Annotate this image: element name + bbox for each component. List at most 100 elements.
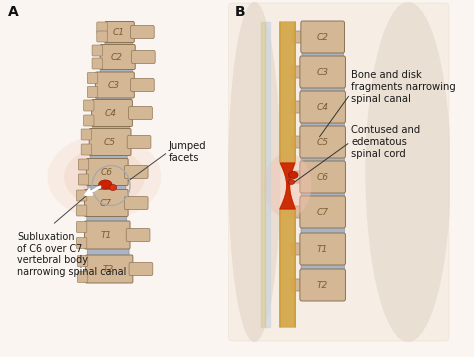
FancyBboxPatch shape: [301, 224, 344, 237]
FancyBboxPatch shape: [130, 25, 154, 39]
FancyBboxPatch shape: [292, 101, 303, 113]
FancyBboxPatch shape: [90, 152, 127, 162]
FancyBboxPatch shape: [301, 21, 345, 53]
Text: Bone and disk
fragments narrowing
spinal canal: Bone and disk fragments narrowing spinal…: [351, 70, 456, 104]
FancyBboxPatch shape: [84, 221, 130, 249]
FancyBboxPatch shape: [105, 21, 134, 42]
FancyBboxPatch shape: [301, 119, 344, 130]
Polygon shape: [265, 22, 271, 327]
Text: C1: C1: [113, 27, 125, 36]
FancyBboxPatch shape: [301, 84, 344, 95]
FancyBboxPatch shape: [302, 49, 343, 60]
FancyBboxPatch shape: [81, 144, 91, 155]
Text: C2: C2: [111, 52, 123, 61]
Ellipse shape: [47, 135, 161, 219]
FancyBboxPatch shape: [100, 66, 132, 76]
FancyBboxPatch shape: [76, 205, 87, 216]
Text: Contused and
edematous
spinal cord: Contused and edematous spinal cord: [351, 125, 420, 159]
Text: T2: T2: [317, 281, 328, 290]
FancyBboxPatch shape: [126, 228, 150, 241]
FancyBboxPatch shape: [87, 246, 129, 258]
FancyBboxPatch shape: [105, 40, 132, 49]
FancyBboxPatch shape: [77, 256, 88, 266]
Polygon shape: [280, 163, 295, 209]
FancyBboxPatch shape: [292, 206, 303, 218]
FancyBboxPatch shape: [124, 166, 148, 178]
FancyBboxPatch shape: [89, 129, 131, 156]
Text: B: B: [235, 5, 245, 19]
FancyBboxPatch shape: [84, 190, 128, 216]
FancyBboxPatch shape: [87, 86, 98, 97]
Ellipse shape: [78, 158, 130, 196]
FancyBboxPatch shape: [95, 72, 134, 98]
Text: C2: C2: [317, 32, 328, 41]
Text: C7: C7: [317, 207, 328, 216]
Text: C3: C3: [317, 67, 328, 76]
FancyBboxPatch shape: [91, 100, 132, 126]
Ellipse shape: [109, 185, 117, 191]
FancyBboxPatch shape: [292, 243, 303, 255]
FancyBboxPatch shape: [76, 221, 87, 232]
FancyBboxPatch shape: [97, 31, 107, 42]
Text: C6: C6: [100, 167, 112, 176]
FancyBboxPatch shape: [76, 237, 87, 248]
FancyBboxPatch shape: [131, 50, 155, 64]
FancyBboxPatch shape: [300, 56, 346, 88]
FancyBboxPatch shape: [292, 66, 303, 78]
FancyBboxPatch shape: [78, 174, 89, 185]
Ellipse shape: [228, 2, 281, 342]
FancyBboxPatch shape: [76, 190, 87, 201]
FancyBboxPatch shape: [93, 123, 129, 132]
FancyBboxPatch shape: [300, 161, 346, 193]
FancyBboxPatch shape: [129, 262, 153, 276]
Text: A: A: [8, 5, 18, 19]
FancyBboxPatch shape: [85, 255, 133, 283]
FancyBboxPatch shape: [127, 136, 151, 149]
FancyBboxPatch shape: [77, 272, 88, 282]
Ellipse shape: [288, 180, 295, 185]
FancyBboxPatch shape: [83, 100, 94, 111]
Polygon shape: [261, 22, 265, 327]
Text: Jumped
facets: Jumped facets: [169, 141, 207, 163]
FancyBboxPatch shape: [300, 91, 346, 123]
FancyBboxPatch shape: [83, 115, 94, 126]
FancyBboxPatch shape: [81, 129, 91, 140]
Text: C4: C4: [105, 109, 117, 117]
Text: C5: C5: [103, 137, 115, 146]
Ellipse shape: [64, 147, 145, 207]
Ellipse shape: [99, 180, 112, 189]
Ellipse shape: [365, 2, 451, 342]
FancyBboxPatch shape: [300, 126, 346, 158]
Text: C5: C5: [317, 137, 328, 146]
FancyBboxPatch shape: [229, 3, 449, 341]
FancyBboxPatch shape: [301, 189, 344, 200]
FancyBboxPatch shape: [87, 213, 127, 225]
Ellipse shape: [289, 171, 298, 178]
Polygon shape: [280, 22, 295, 327]
FancyBboxPatch shape: [292, 279, 303, 291]
FancyBboxPatch shape: [128, 106, 152, 120]
FancyBboxPatch shape: [96, 95, 131, 103]
Ellipse shape: [264, 153, 311, 218]
FancyBboxPatch shape: [292, 31, 304, 43]
FancyBboxPatch shape: [86, 159, 128, 186]
FancyBboxPatch shape: [87, 72, 98, 84]
Text: C7: C7: [100, 198, 111, 207]
FancyBboxPatch shape: [292, 171, 303, 183]
FancyBboxPatch shape: [97, 22, 107, 33]
FancyBboxPatch shape: [130, 79, 154, 91]
FancyBboxPatch shape: [300, 269, 346, 301]
Text: T1: T1: [100, 231, 112, 240]
FancyBboxPatch shape: [301, 261, 344, 273]
FancyBboxPatch shape: [300, 233, 346, 265]
Text: Subluxation
of C6 over C7
vertebral body
narrowing spinal canal: Subluxation of C6 over C7 vertebral body…: [17, 232, 127, 277]
FancyBboxPatch shape: [124, 196, 148, 210]
FancyBboxPatch shape: [100, 45, 135, 70]
FancyBboxPatch shape: [88, 182, 126, 193]
Text: T1: T1: [317, 245, 328, 253]
Text: C3: C3: [108, 80, 120, 90]
FancyBboxPatch shape: [92, 45, 102, 56]
FancyBboxPatch shape: [92, 58, 102, 69]
FancyBboxPatch shape: [301, 154, 344, 165]
FancyBboxPatch shape: [78, 159, 89, 170]
